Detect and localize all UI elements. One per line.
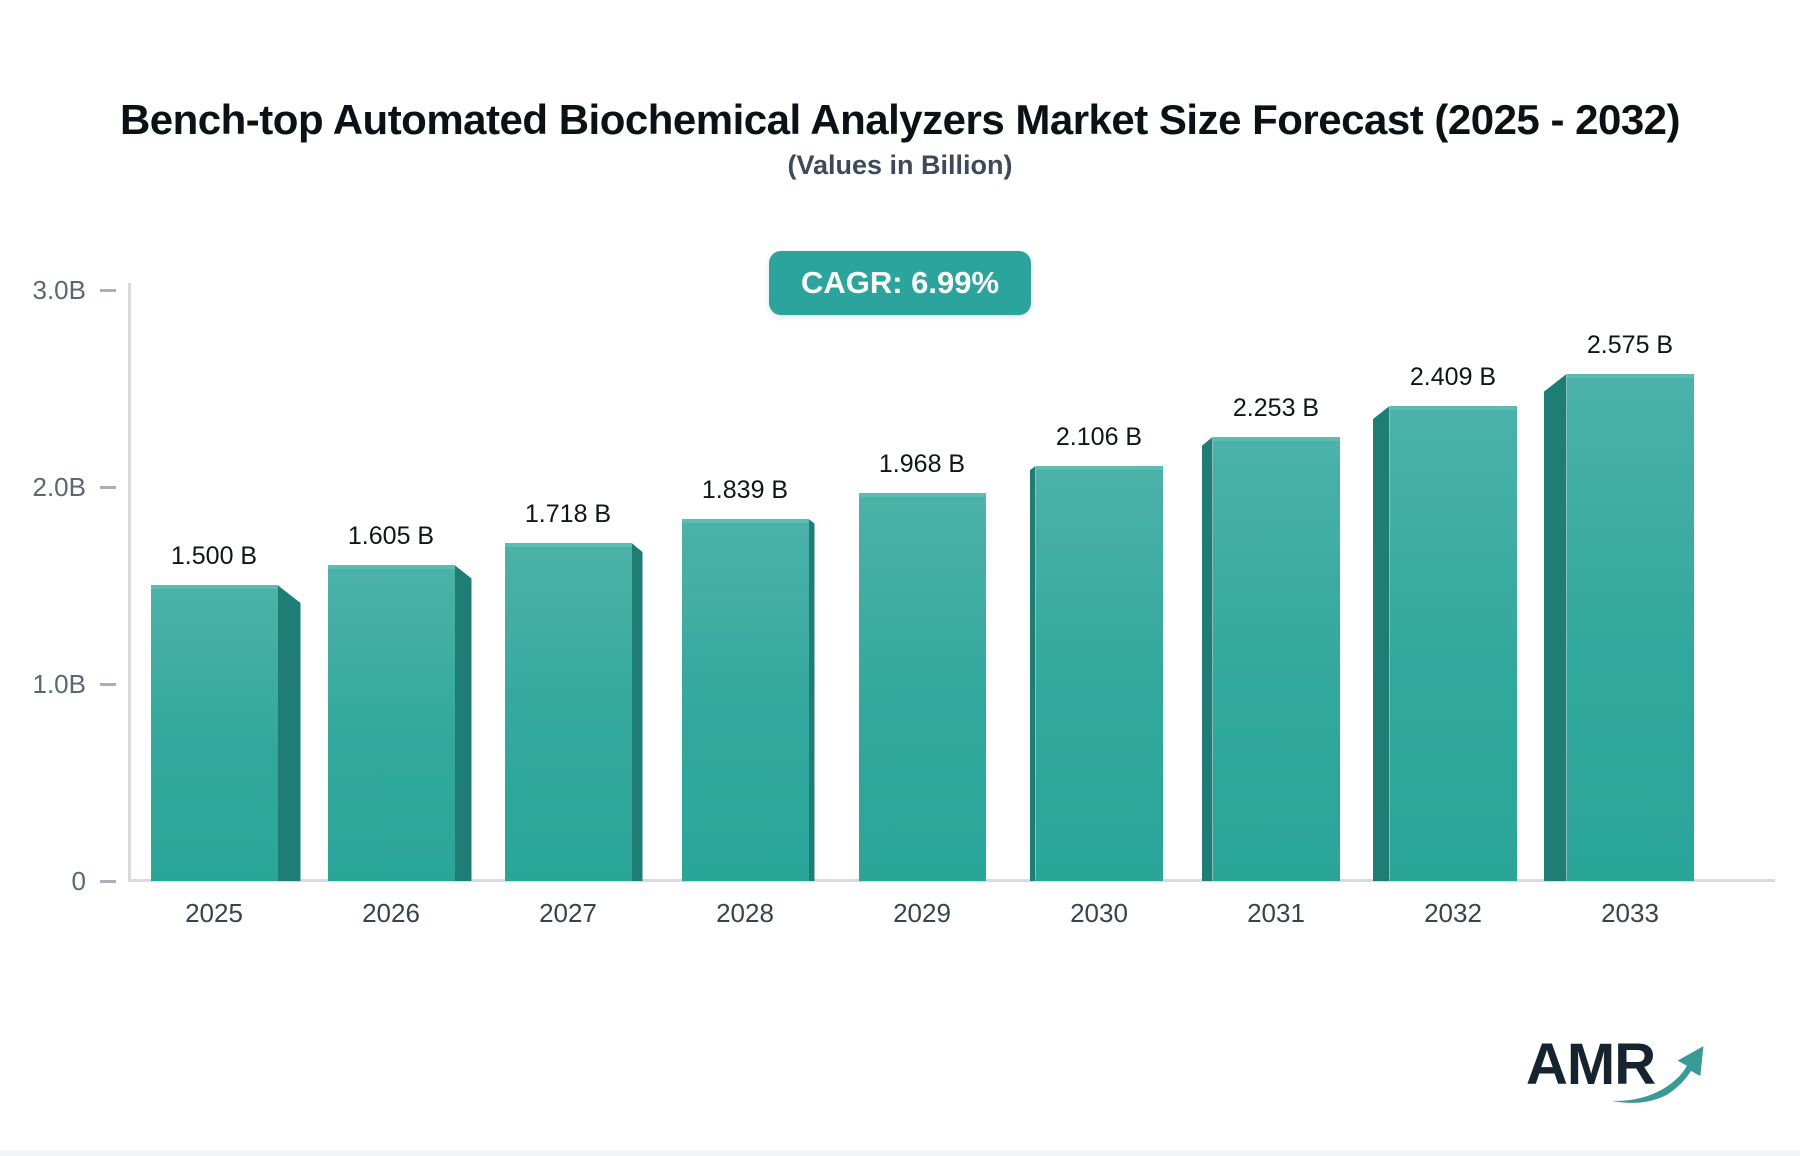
y-tick-mark <box>100 486 116 489</box>
bar-value-label: 1.500 B <box>170 542 258 570</box>
x-tick-label-2027: 2027 <box>539 898 597 928</box>
bar-face <box>681 519 809 881</box>
y-tick-mark <box>100 880 116 883</box>
bar-value-label: 1.605 B <box>347 522 435 550</box>
x-tick-label-2032: 2032 <box>1424 898 1482 928</box>
x-tick-label-2025: 2025 <box>185 898 243 928</box>
x-tick-label-2026: 2026 <box>362 898 420 928</box>
bar-2027 <box>504 543 643 881</box>
bar-value-label: 1.839 B <box>701 476 789 504</box>
bar-face <box>327 565 455 881</box>
bar-value-label: 2.575 B <box>1586 331 1674 359</box>
bar-face <box>858 493 986 881</box>
bar-2028 <box>681 519 815 881</box>
y-tick-label: 3.0B <box>32 275 87 305</box>
bar-side-shade <box>631 543 643 881</box>
bar-2025 <box>150 585 301 881</box>
bar-value-label: 2.106 B <box>1055 423 1143 451</box>
bar-side-shade <box>1201 437 1213 881</box>
bar-2031 <box>1201 437 1340 881</box>
bar-value-label: 1.718 B <box>524 500 612 528</box>
bar-face <box>150 585 278 881</box>
bar-side-shade <box>1372 406 1390 881</box>
chart-subtitle: (Values in Billion) <box>787 150 1013 180</box>
bar-face <box>1389 406 1517 881</box>
amr-logo: AMR <box>1526 1034 1736 1124</box>
x-tick-label-2033: 2033 <box>1601 898 1659 928</box>
bar-face <box>504 543 632 881</box>
bar-side-shade <box>1029 466 1036 881</box>
cagr-badge: CAGR: 6.99% <box>768 251 1032 315</box>
y-tick-label: 2.0B <box>32 472 87 502</box>
x-tick-label-2028: 2028 <box>716 898 774 928</box>
bar-value-label: 2.253 B <box>1232 394 1320 422</box>
y-axis <box>128 283 131 881</box>
bar-2033 <box>1543 374 1694 881</box>
bar-side-shade <box>277 585 301 881</box>
bar-2030 <box>1029 466 1163 881</box>
x-tick-label-2031: 2031 <box>1247 898 1305 928</box>
x-tick-label-2029: 2029 <box>893 898 951 928</box>
bar-face <box>1035 466 1163 881</box>
y-tick-mark <box>100 289 116 292</box>
card-bottom-edge <box>0 1150 1800 1156</box>
bar-2032 <box>1372 406 1517 881</box>
growth-arrow-icon <box>1611 1046 1704 1103</box>
bar-value-label: 1.968 B <box>878 450 966 478</box>
bar-side-shade <box>808 519 815 881</box>
bar-2029 <box>858 493 986 881</box>
y-tick-mark <box>100 683 116 686</box>
y-tick-label: 0 <box>71 866 86 896</box>
bar-2026 <box>327 565 472 881</box>
x-tick-label-2030: 2030 <box>1070 898 1128 928</box>
bar-face <box>1212 437 1340 881</box>
bar-value-label: 2.409 B <box>1409 363 1497 391</box>
amr-logo-text: AMR <box>1526 1032 1656 1097</box>
chart-title: Bench-top Automated Biochemical Analyzer… <box>119 96 1681 143</box>
bar-face <box>1566 374 1694 881</box>
y-tick-label: 1.0B <box>32 669 87 699</box>
plot-area: 3.0B 2.0B 1.0B 0 1.500 B 2025 1.605 B 2026 1.718… <box>33 250 1775 928</box>
bar-side-shade <box>454 565 472 881</box>
cagr-badge-row: CAGR: 6.99% <box>0 251 1800 315</box>
bar-side-shade <box>1543 374 1567 881</box>
